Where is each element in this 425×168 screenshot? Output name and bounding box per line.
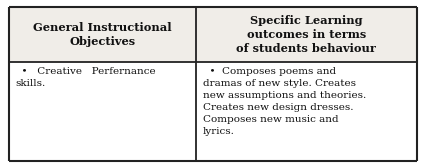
Bar bbox=[8, 7, 416, 62]
Bar bbox=[8, 62, 416, 161]
Text: General Instructional
Objectives: General Instructional Objectives bbox=[33, 22, 172, 47]
Text: Specific Learning
outcomes in terms
of students behaviour: Specific Learning outcomes in terms of s… bbox=[236, 14, 376, 54]
Text: •  Composes poems and
dramas of new style. Creates
new assumptions and theories.: • Composes poems and dramas of new style… bbox=[203, 67, 366, 136]
Text: •   Creative   Perfernance
skills.: • Creative Perfernance skills. bbox=[15, 67, 156, 88]
